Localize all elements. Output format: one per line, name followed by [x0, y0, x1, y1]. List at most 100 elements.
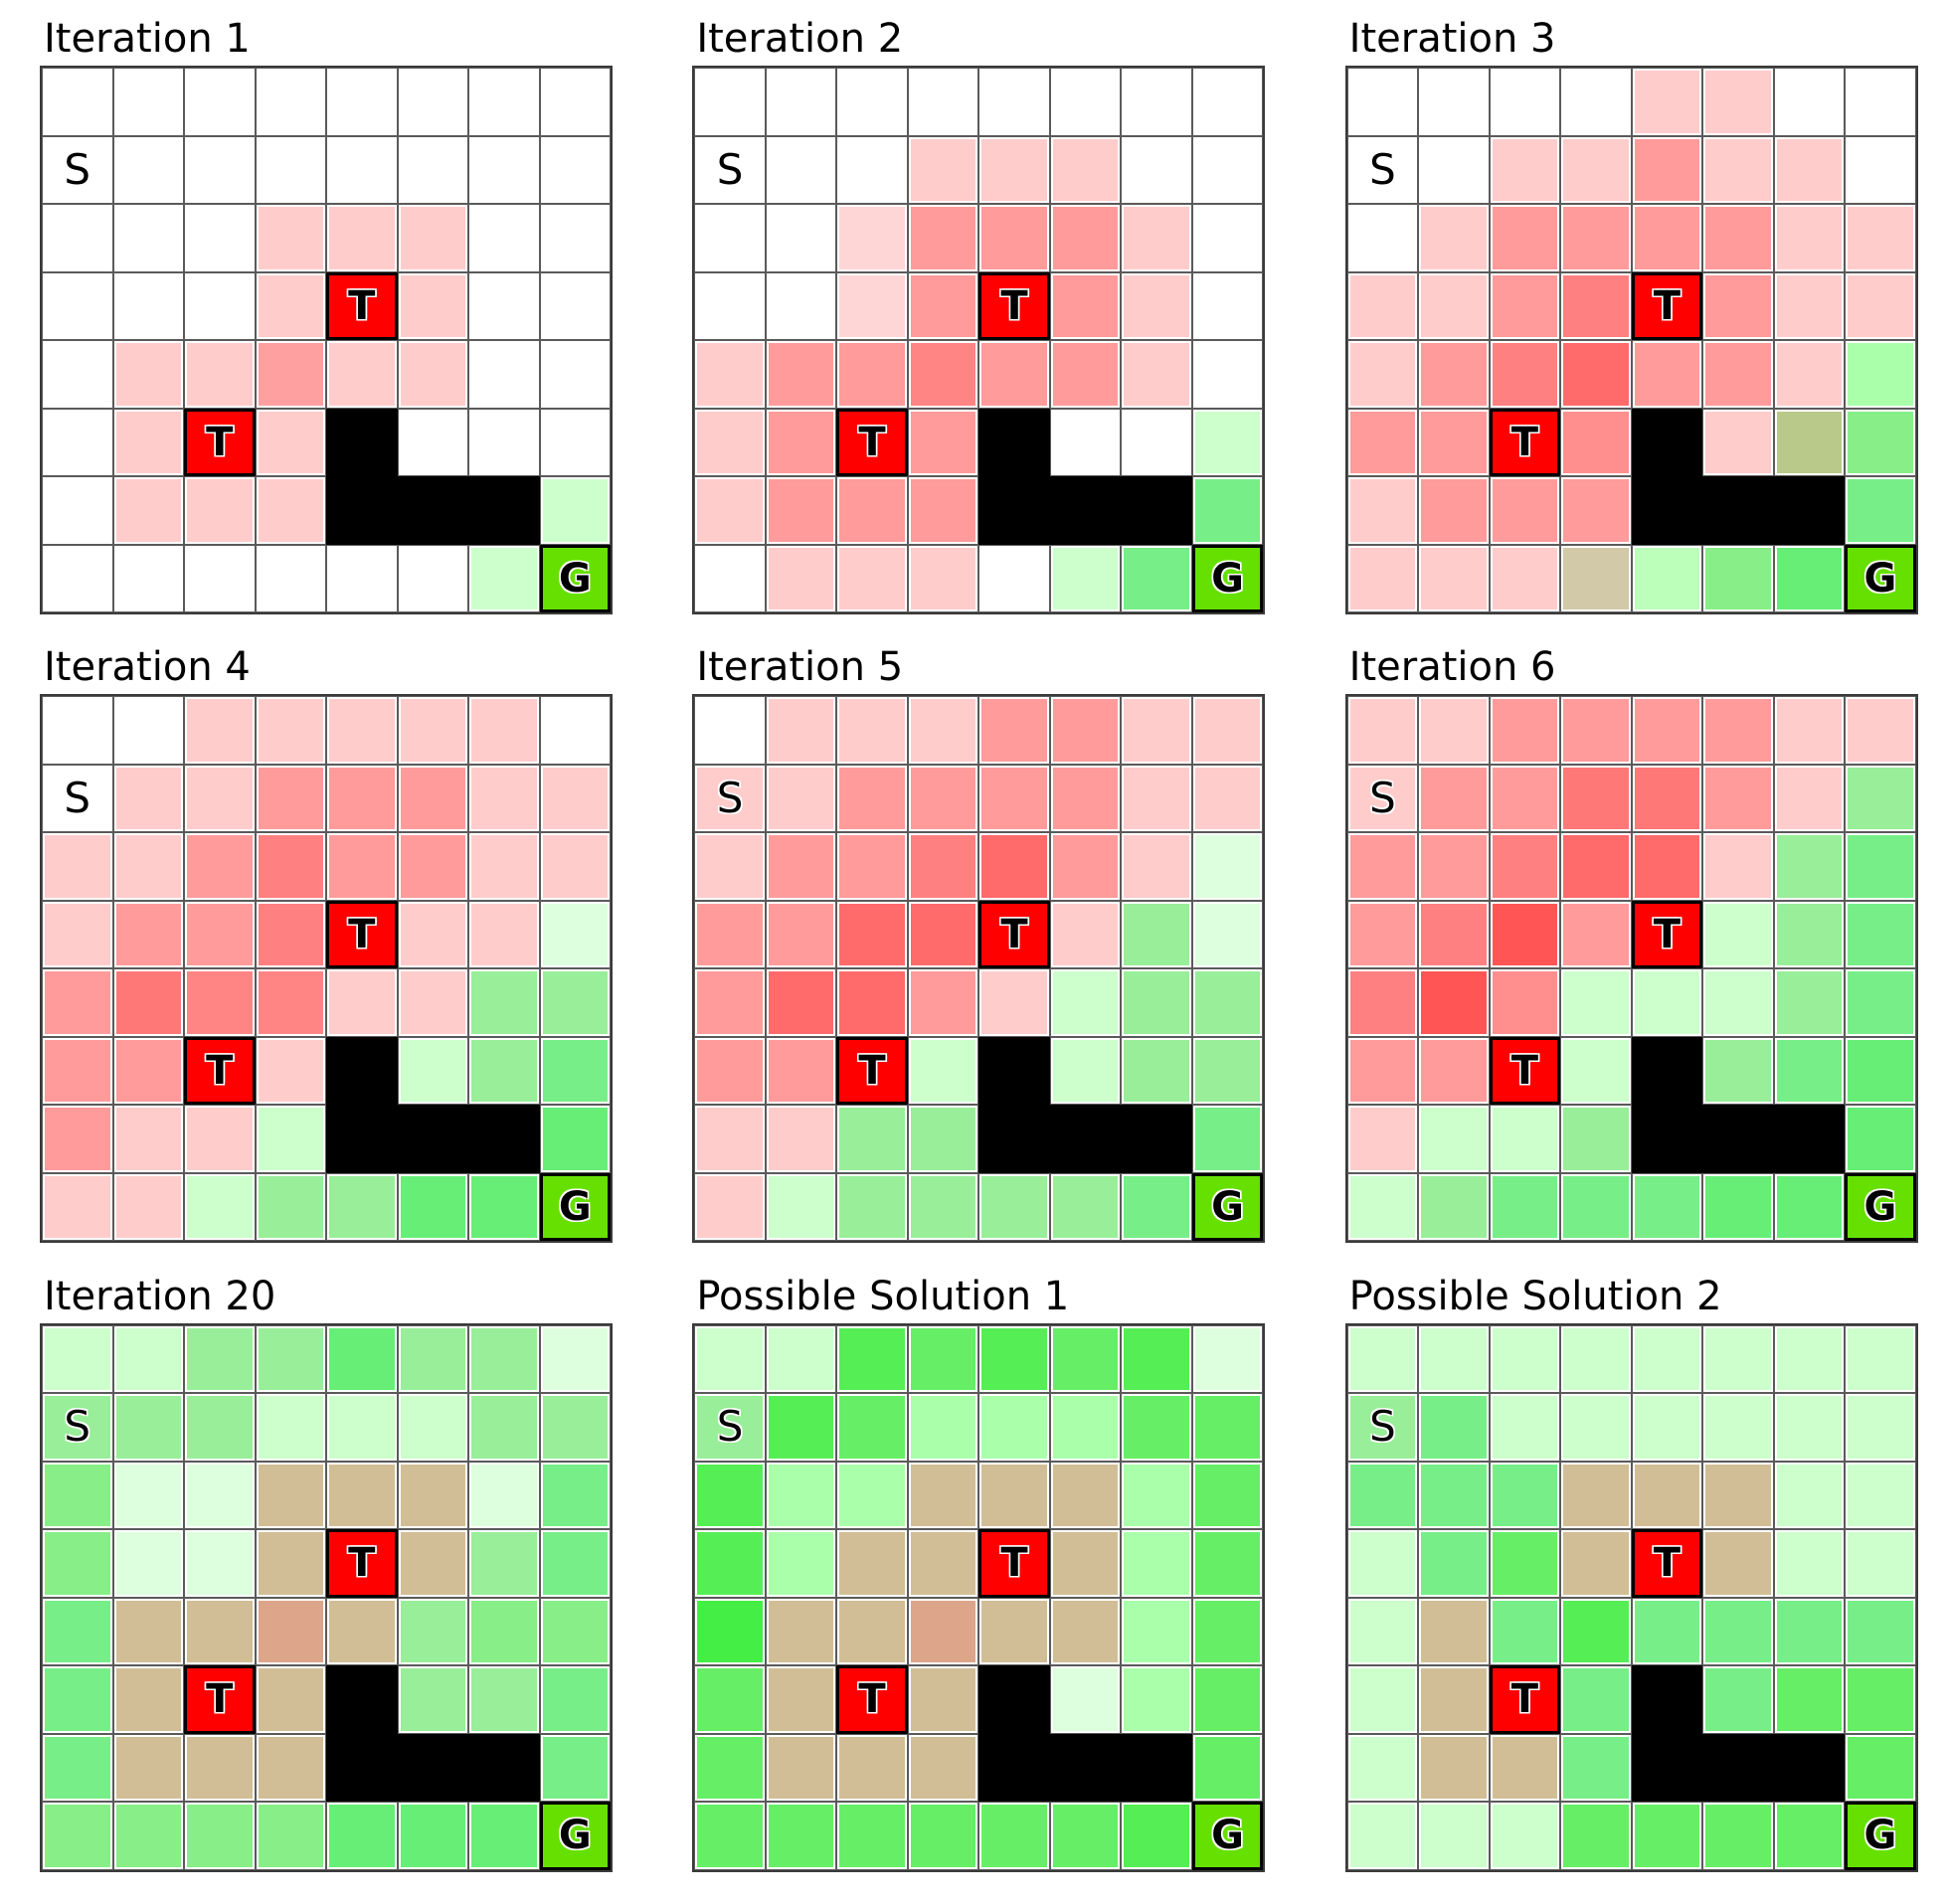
value-cell[interactable]: [1121, 968, 1192, 1037]
value-cell[interactable]: [1346, 1105, 1419, 1173]
value-cell[interactable]: [326, 832, 398, 901]
value-cell[interactable]: [1049, 1529, 1122, 1598]
value-cell[interactable]: [397, 1529, 468, 1598]
value-cell[interactable]: [1346, 968, 1419, 1037]
value-cell[interactable]: [1702, 408, 1774, 476]
value-cell[interactable]: [1560, 408, 1632, 476]
value-cell[interactable]: [539, 1105, 611, 1173]
value-cell[interactable]: [1049, 271, 1122, 340]
value-cell[interactable]: [255, 1461, 326, 1530]
value-cell[interactable]: [1346, 1324, 1419, 1394]
value-cell[interactable]: [1121, 696, 1192, 765]
value-cell[interactable]: [1773, 1393, 1846, 1462]
value-cell[interactable]: [1560, 696, 1632, 765]
value-cell[interactable]: [539, 476, 611, 545]
value-cell[interactable]: [539, 968, 611, 1037]
value-cell[interactable]: [1845, 832, 1916, 901]
value-cell[interactable]: [397, 1597, 468, 1666]
empty-cell[interactable]: [184, 135, 256, 204]
wall-cell[interactable]: [1631, 1733, 1703, 1803]
value-cell[interactable]: [1631, 764, 1703, 833]
value-cell[interactable]: [1702, 1529, 1774, 1598]
empty-cell[interactable]: [42, 544, 113, 612]
value-cell[interactable]: [1702, 1461, 1774, 1530]
value-cell[interactable]: [112, 408, 184, 476]
value-cell[interactable]: [184, 1597, 256, 1666]
value-cell[interactable]: [907, 1461, 979, 1530]
value-cell[interactable]: [1121, 1802, 1192, 1870]
value-cell[interactable]: [1631, 1597, 1703, 1666]
value-cell[interactable]: [1049, 204, 1122, 272]
empty-cell[interactable]: [1191, 204, 1264, 272]
value-cell[interactable]: [1773, 968, 1846, 1037]
value-cell[interactable]: [907, 900, 979, 969]
trap-cell[interactable]: T: [836, 1036, 908, 1106]
goal-cell[interactable]: G: [1191, 1172, 1264, 1242]
value-cell[interactable]: [255, 764, 326, 833]
value-cell[interactable]: [978, 696, 1050, 765]
value-cell[interactable]: [907, 544, 979, 612]
empty-cell[interactable]: [694, 68, 766, 136]
empty-cell[interactable]: [836, 68, 908, 136]
value-cell[interactable]: [326, 204, 398, 272]
goal-cell[interactable]: G: [539, 544, 611, 612]
value-cell[interactable]: [397, 1665, 468, 1734]
wall-cell[interactable]: [978, 1665, 1050, 1734]
wall-cell[interactable]: [397, 1105, 468, 1173]
value-cell[interactable]: [836, 1324, 908, 1394]
empty-cell[interactable]: [1049, 68, 1122, 136]
value-cell[interactable]: [1418, 1036, 1490, 1106]
value-cell[interactable]: [1121, 1036, 1192, 1106]
value-cell[interactable]: [539, 1597, 611, 1666]
value-cell[interactable]: [1418, 1461, 1490, 1530]
value-cell[interactable]: [1121, 1597, 1192, 1666]
wall-cell[interactable]: [1121, 1105, 1192, 1173]
value-cell[interactable]: [1049, 1802, 1122, 1870]
trap-cell[interactable]: T: [836, 1665, 908, 1734]
value-cell[interactable]: [1418, 968, 1490, 1037]
value-cell[interactable]: [765, 696, 837, 765]
value-cell[interactable]: [1489, 1461, 1561, 1530]
value-cell[interactable]: [1773, 1324, 1846, 1394]
value-cell[interactable]: [1121, 204, 1192, 272]
value-cell[interactable]: [255, 476, 326, 545]
value-cell[interactable]: [978, 832, 1050, 901]
value-cell[interactable]: [1049, 135, 1122, 204]
value-cell[interactable]: [112, 476, 184, 545]
value-cell[interactable]: [1773, 1172, 1846, 1242]
value-cell[interactable]: [978, 968, 1050, 1037]
value-cell[interactable]: [1560, 1802, 1632, 1870]
value-cell[interactable]: [42, 1036, 113, 1106]
wall-cell[interactable]: [1049, 1733, 1122, 1803]
value-cell[interactable]: [468, 1172, 540, 1242]
value-cell[interactable]: [42, 832, 113, 901]
value-cell[interactable]: [1845, 1461, 1916, 1530]
value-cell[interactable]: [1346, 1036, 1419, 1106]
empty-cell[interactable]: [1191, 135, 1264, 204]
value-cell[interactable]: [112, 1529, 184, 1598]
value-cell[interactable]: [326, 340, 398, 409]
value-cell[interactable]: [1191, 900, 1264, 969]
wall-cell[interactable]: [1631, 1105, 1703, 1173]
empty-cell[interactable]: [255, 544, 326, 612]
value-cell[interactable]: [1489, 340, 1561, 409]
value-cell[interactable]: [1489, 204, 1561, 272]
value-cell[interactable]: [112, 1597, 184, 1666]
value-cell[interactable]: [1191, 1529, 1264, 1598]
empty-cell[interactable]: [112, 204, 184, 272]
value-cell[interactable]: [1631, 544, 1703, 612]
value-cell[interactable]: [907, 1802, 979, 1870]
trap-cell[interactable]: T: [1489, 408, 1561, 476]
value-cell[interactable]: [907, 1105, 979, 1173]
value-cell[interactable]: [1702, 1597, 1774, 1666]
value-cell[interactable]: [1418, 764, 1490, 833]
value-cell[interactable]: [1346, 1665, 1419, 1734]
wall-cell[interactable]: [326, 1105, 398, 1173]
start-cell[interactable]: S: [1346, 135, 1419, 204]
value-cell[interactable]: [907, 832, 979, 901]
value-cell[interactable]: [907, 1597, 979, 1666]
value-cell[interactable]: [1418, 1665, 1490, 1734]
value-cell[interactable]: [539, 764, 611, 833]
value-cell[interactable]: [1489, 696, 1561, 765]
value-cell[interactable]: [1049, 340, 1122, 409]
